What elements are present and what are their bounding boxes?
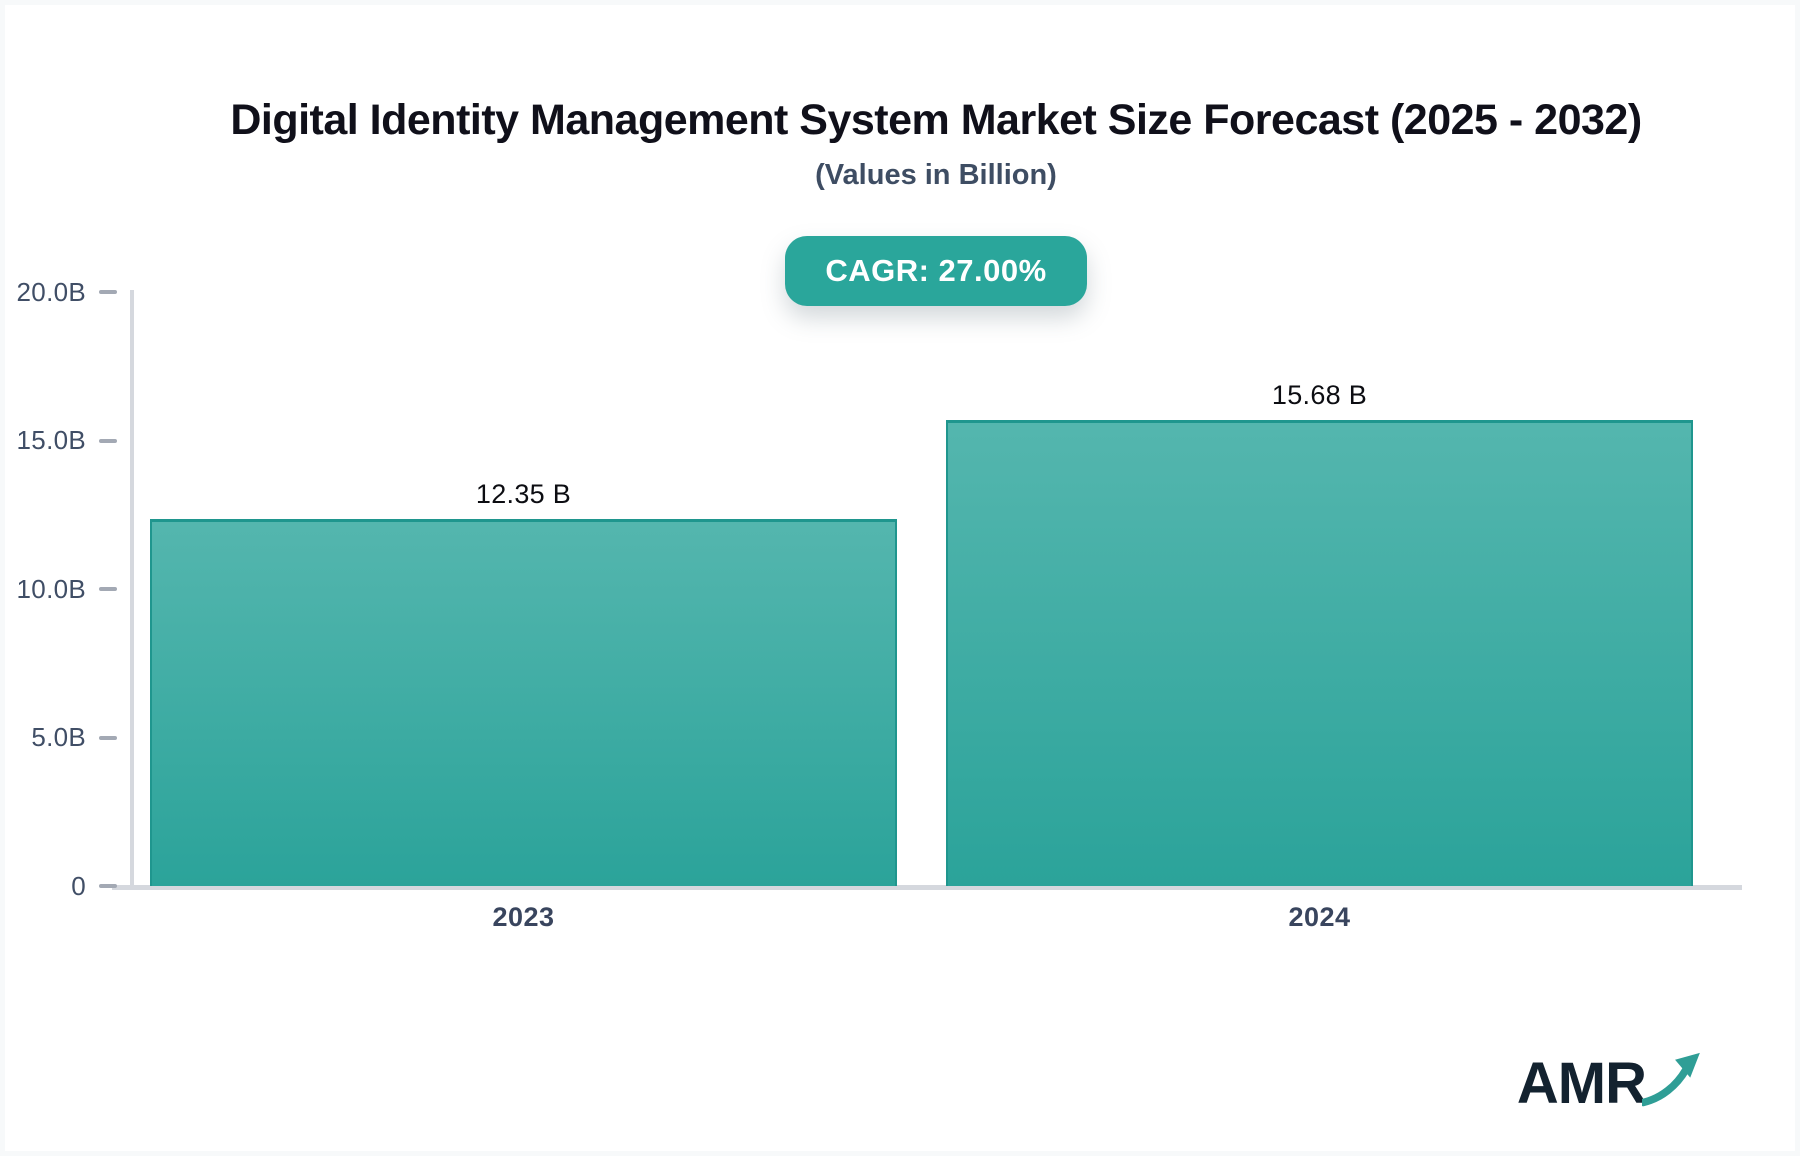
y-tick-label: 10.0B (16, 573, 86, 604)
x-axis-baseline (112, 885, 1742, 890)
chart-subtitle: (Values in Billion) (815, 159, 1057, 191)
bar-value-label: 15.68 B (1271, 380, 1368, 411)
growth-arrow-icon (1642, 1052, 1700, 1107)
y-tick-label: 0 (71, 870, 86, 901)
bar-2024 (946, 420, 1693, 886)
y-tick-mark (99, 735, 117, 740)
y-tick-label: 20.0B (16, 276, 86, 307)
bar-column-2023: 12.35 B 2023 (150, 292, 897, 932)
chart-title: Digital Identity Management System Marke… (230, 96, 1642, 144)
amr-logo-text: AMR (1516, 1050, 1647, 1116)
plot-area: 20.0B 15.0B 10.0B 5.0B 0 12.35 B 2023 15.68 … (17, 277, 1742, 932)
y-tick: 20.0B (0, 276, 130, 308)
bar-value-label: 12.35 B (475, 479, 572, 510)
cagr-badge: CAGR: 27.00% (785, 236, 1087, 306)
y-tick: 0 (0, 870, 130, 902)
amr-logo: AMR (1516, 1050, 1704, 1116)
x-axis-label-2024: 2024 (1288, 902, 1351, 932)
bar-2023 (150, 519, 897, 886)
y-tick: 10.0B (0, 573, 130, 605)
y-tick-mark (99, 438, 117, 443)
y-tick-mark (99, 884, 117, 888)
y-tick: 5.0B (0, 722, 130, 754)
bar-column-2024: 15.68 B 2024 (946, 292, 1693, 932)
y-tick-label: 15.0B (16, 425, 86, 455)
y-tick-mark (99, 587, 117, 591)
chart-header: Digital Identity Management System Marke… (130, 0, 1742, 306)
y-tick-mark (99, 290, 117, 294)
y-tick-label: 5.0B (31, 722, 86, 752)
y-tick: 15.0B (0, 425, 130, 457)
x-axis-label-2023: 2023 (492, 902, 555, 932)
y-axis-line (130, 290, 134, 888)
